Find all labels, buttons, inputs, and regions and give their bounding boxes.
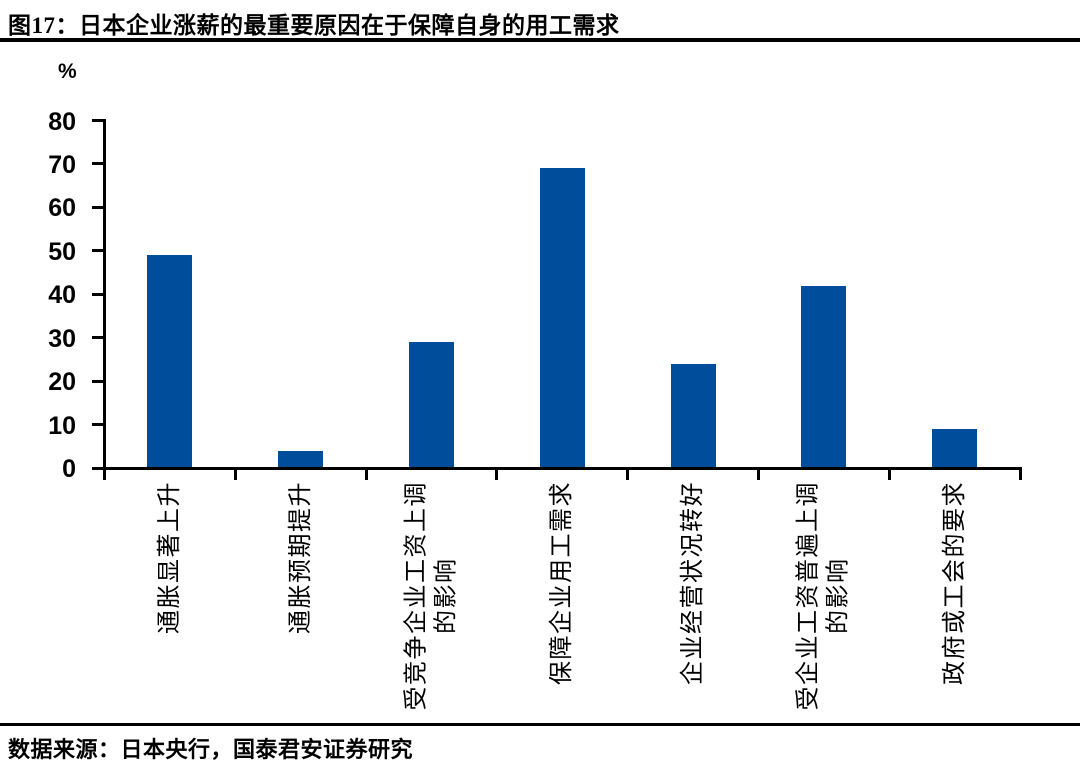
y-tick-label: 80 (48, 107, 76, 136)
bar (408, 342, 454, 467)
y-tick-label: 30 (48, 324, 76, 353)
x-tick-mark (887, 469, 891, 480)
bar (670, 363, 716, 467)
x-tick-mark (364, 469, 368, 480)
source-divider-line (0, 723, 1080, 726)
x-tick-mark (103, 469, 106, 480)
x-category-label: 通胀预期提升 (287, 481, 314, 634)
y-tick-label: 60 (48, 194, 76, 223)
source-note: 数据来源：日本央行，国泰君安证券研究 (8, 737, 414, 762)
x-category-label: 受企业工资普遍上调 的影响 (795, 481, 852, 711)
x-category-label: 政府或工会的要求 (941, 481, 968, 685)
bar (801, 285, 847, 467)
y-tick-mark (92, 379, 103, 383)
y-tick-label: 10 (48, 411, 76, 440)
y-tick-label: 50 (48, 237, 76, 266)
x-tick-mark (495, 469, 499, 480)
y-axis-unit-label: % (58, 60, 77, 83)
y-tick-mark (92, 119, 103, 122)
bar (932, 428, 978, 467)
y-tick-label: 40 (48, 281, 76, 310)
x-axis-line (103, 466, 1022, 470)
x-category-label: 保障企业用工需求 (549, 481, 576, 685)
y-axis-line (103, 118, 106, 470)
x-category-label: 受竞争企业工资上调 的影响 (403, 481, 460, 711)
y-tick-label: 70 (48, 150, 76, 179)
x-tick-mark (756, 469, 760, 480)
y-tick-mark (92, 336, 103, 340)
x-category-label: 通胀显著上升 (156, 481, 183, 634)
x-tick-mark (1018, 469, 1022, 480)
x-category-label: 企业经营状况转好 (680, 481, 707, 685)
y-tick-mark (92, 292, 103, 296)
figure-title: 图17：日本企业涨薪的最重要原因在于保障自身的用工需求 (8, 13, 620, 38)
y-tick-mark (92, 423, 103, 427)
y-tick-label: 20 (48, 368, 76, 397)
title-underline (0, 38, 1080, 42)
y-tick-mark (92, 162, 103, 166)
x-tick-mark (233, 469, 237, 480)
x-tick-mark (626, 469, 630, 480)
bar (278, 450, 324, 467)
y-tick-mark (92, 466, 103, 470)
bar (147, 255, 193, 467)
y-tick-mark (92, 205, 103, 209)
y-tick-label: 0 (62, 455, 76, 483)
y-tick-mark (92, 249, 103, 253)
bar (539, 168, 585, 467)
